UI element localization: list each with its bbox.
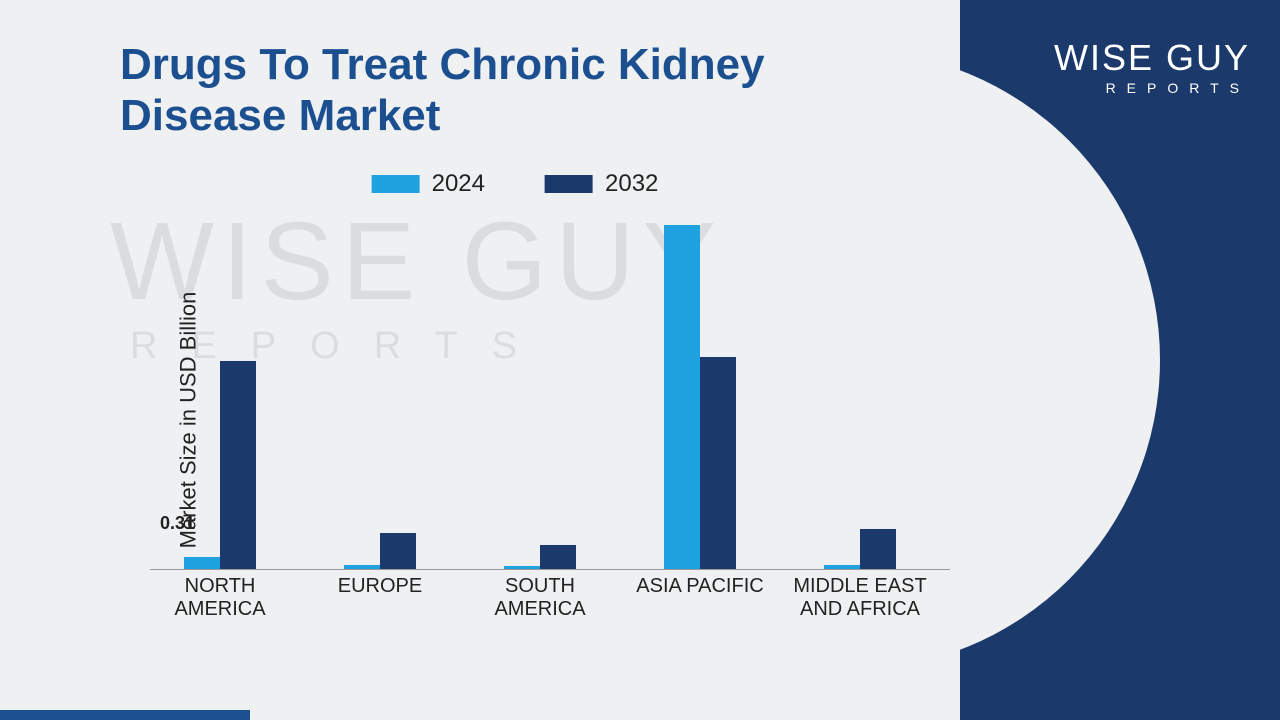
- plot-area: 0.31NORTH AMERICA EUROPE SOUTH AMERICA ASIA…: [150, 210, 950, 570]
- bar: [664, 225, 700, 569]
- bar: [700, 357, 736, 569]
- chart-title: Drugs To Treat Chronic Kidney Disease Ma…: [120, 40, 840, 141]
- legend-swatch: [372, 175, 420, 193]
- bar: [220, 361, 256, 569]
- bar: [184, 557, 220, 569]
- x-axis-label: EUROPE: [310, 569, 450, 598]
- bar: [380, 533, 416, 569]
- legend-item: 2024: [372, 170, 485, 198]
- chart-area: Market Size in USD Billion 2024 2032 0.3…: [80, 170, 950, 670]
- bar-group: ASIA PACIFIC: [640, 225, 760, 569]
- brand-sub: REPORTS: [1054, 80, 1250, 96]
- legend: 2024 2032: [372, 170, 659, 198]
- legend-item: 2032: [545, 170, 658, 198]
- bar-group: SOUTH AMERICA: [480, 545, 600, 569]
- brand-name: WISE GUY: [1054, 40, 1250, 76]
- chart-canvas: WISE GUY REPORTS Drugs To Treat Chronic …: [0, 0, 1280, 720]
- bar-value-label: 0.31: [160, 513, 195, 534]
- bar: [540, 545, 576, 569]
- side-panel: WISE GUY REPORTS: [960, 0, 1280, 720]
- x-axis-label: MIDDLE EAST AND AFRICA: [790, 569, 930, 621]
- bottom-accent-strip: [0, 710, 250, 720]
- x-axis-label: SOUTH AMERICA: [470, 569, 610, 621]
- bar-group: MIDDLE EAST AND AFRICA: [800, 529, 920, 569]
- x-axis-label: ASIA PACIFIC: [630, 569, 770, 598]
- legend-label: 2032: [605, 170, 658, 198]
- bar-group: EUROPE: [320, 533, 440, 569]
- bar-group: 0.31NORTH AMERICA: [160, 361, 280, 569]
- legend-label: 2024: [432, 170, 485, 198]
- bar: [860, 529, 896, 569]
- brand-logo: WISE GUY REPORTS: [1054, 40, 1250, 96]
- x-axis-label: NORTH AMERICA: [150, 569, 290, 621]
- legend-swatch: [545, 175, 593, 193]
